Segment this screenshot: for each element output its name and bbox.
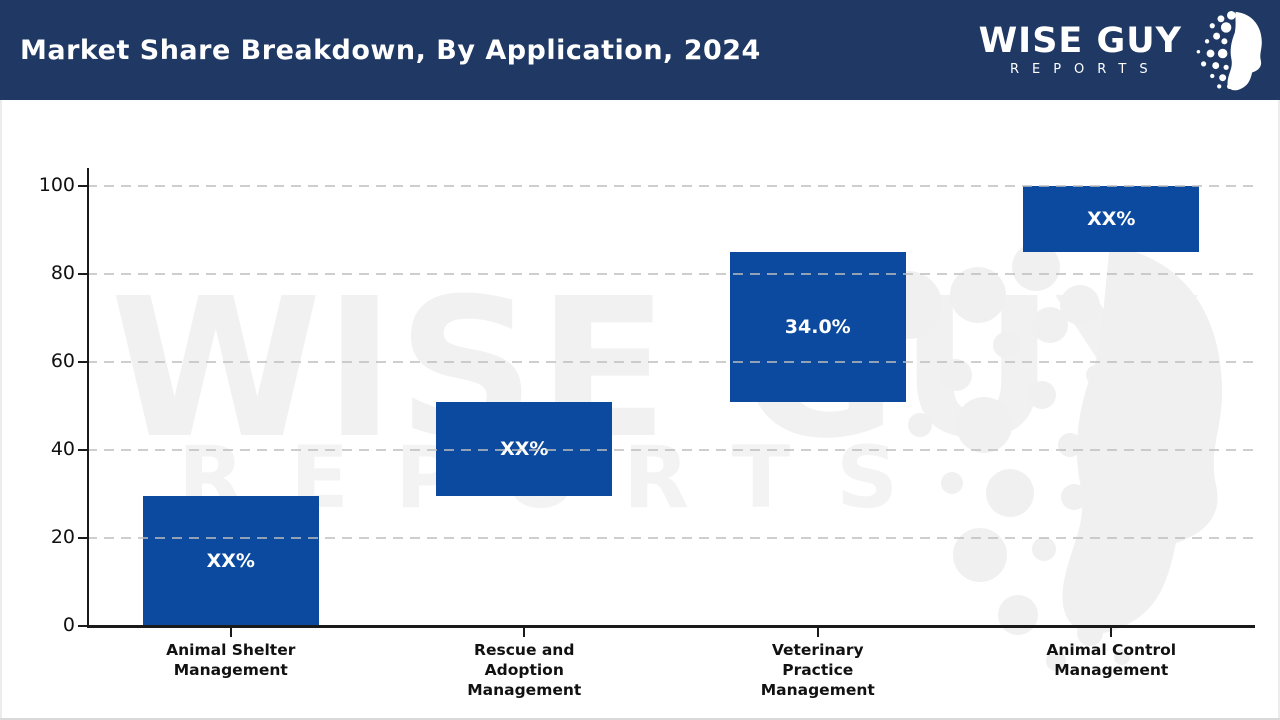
y-tick-mark <box>78 449 87 451</box>
y-tick-mark <box>78 273 87 275</box>
bar-value-label: XX% <box>1087 208 1136 230</box>
market-share-bar: XX% <box>1023 186 1200 252</box>
x-axis <box>87 625 1255 628</box>
y-tick-label: 20 <box>50 526 75 548</box>
category-label: Animal Control Management <box>981 640 1241 680</box>
y-tick-label: 0 <box>62 614 75 636</box>
category-label: Veterinary Practice Management <box>688 640 948 700</box>
category-label-line: Practice <box>782 661 854 679</box>
brand-name: WISE GUY <box>978 21 1182 61</box>
y-tick-mark <box>78 361 87 363</box>
page-title: Market Share Breakdown, By Application, … <box>20 34 761 66</box>
brand-logo: WISE GUY REPORTS <box>979 0 1266 100</box>
category-label-line: Animal Control <box>1046 641 1177 659</box>
category-label: Animal Shelter Management <box>101 640 361 680</box>
y-gridline <box>87 449 1255 451</box>
y-tick-label: 80 <box>50 262 75 284</box>
x-tick-mark <box>229 628 232 637</box>
header-bar: Market Share Breakdown, By Application, … <box>0 0 1280 100</box>
brand-logo-text: WISE GUY REPORTS <box>978 21 1182 77</box>
category-label-line: Veterinary <box>771 641 864 659</box>
y-tick-label: 60 <box>50 350 75 372</box>
brand-subname: REPORTS <box>1009 62 1161 77</box>
y-tick-mark <box>78 625 87 627</box>
y-gridline <box>87 537 1255 539</box>
wise-guy-face-icon <box>1196 11 1262 91</box>
y-tick-label: 100 <box>38 174 75 196</box>
y-tick-mark <box>78 537 87 539</box>
y-axis <box>87 168 89 628</box>
y-tick-label: 40 <box>50 438 75 460</box>
x-tick-mark <box>523 628 526 637</box>
category-label-line: Rescue and <box>474 641 575 659</box>
bar-value-label: XX% <box>500 437 549 460</box>
market-share-bar: 34.0% <box>729 252 906 402</box>
y-gridline <box>87 273 1255 275</box>
y-gridline <box>87 185 1255 187</box>
category-label-line: Management <box>1054 661 1169 679</box>
x-tick-mark <box>816 628 819 637</box>
category-label: Rescue and Adoption Management <box>394 640 654 700</box>
category-label-line: Management <box>760 681 875 699</box>
watermark-wordmark: WISE GUY <box>110 258 1199 481</box>
category-label-line: Animal Shelter <box>166 641 296 659</box>
market-share-bar: XX% <box>142 496 319 626</box>
category-label-line: Management <box>173 661 288 679</box>
x-tick-mark <box>1110 628 1113 637</box>
category-label-line: Management <box>467 681 582 699</box>
y-gridline <box>87 361 1255 363</box>
bar-value-label: 34.0% <box>784 315 851 338</box>
y-tick-mark <box>78 185 87 187</box>
bar-value-label: XX% <box>206 550 255 573</box>
category-label-line: Adoption <box>484 661 564 679</box>
market-share-bar: XX% <box>436 401 613 497</box>
